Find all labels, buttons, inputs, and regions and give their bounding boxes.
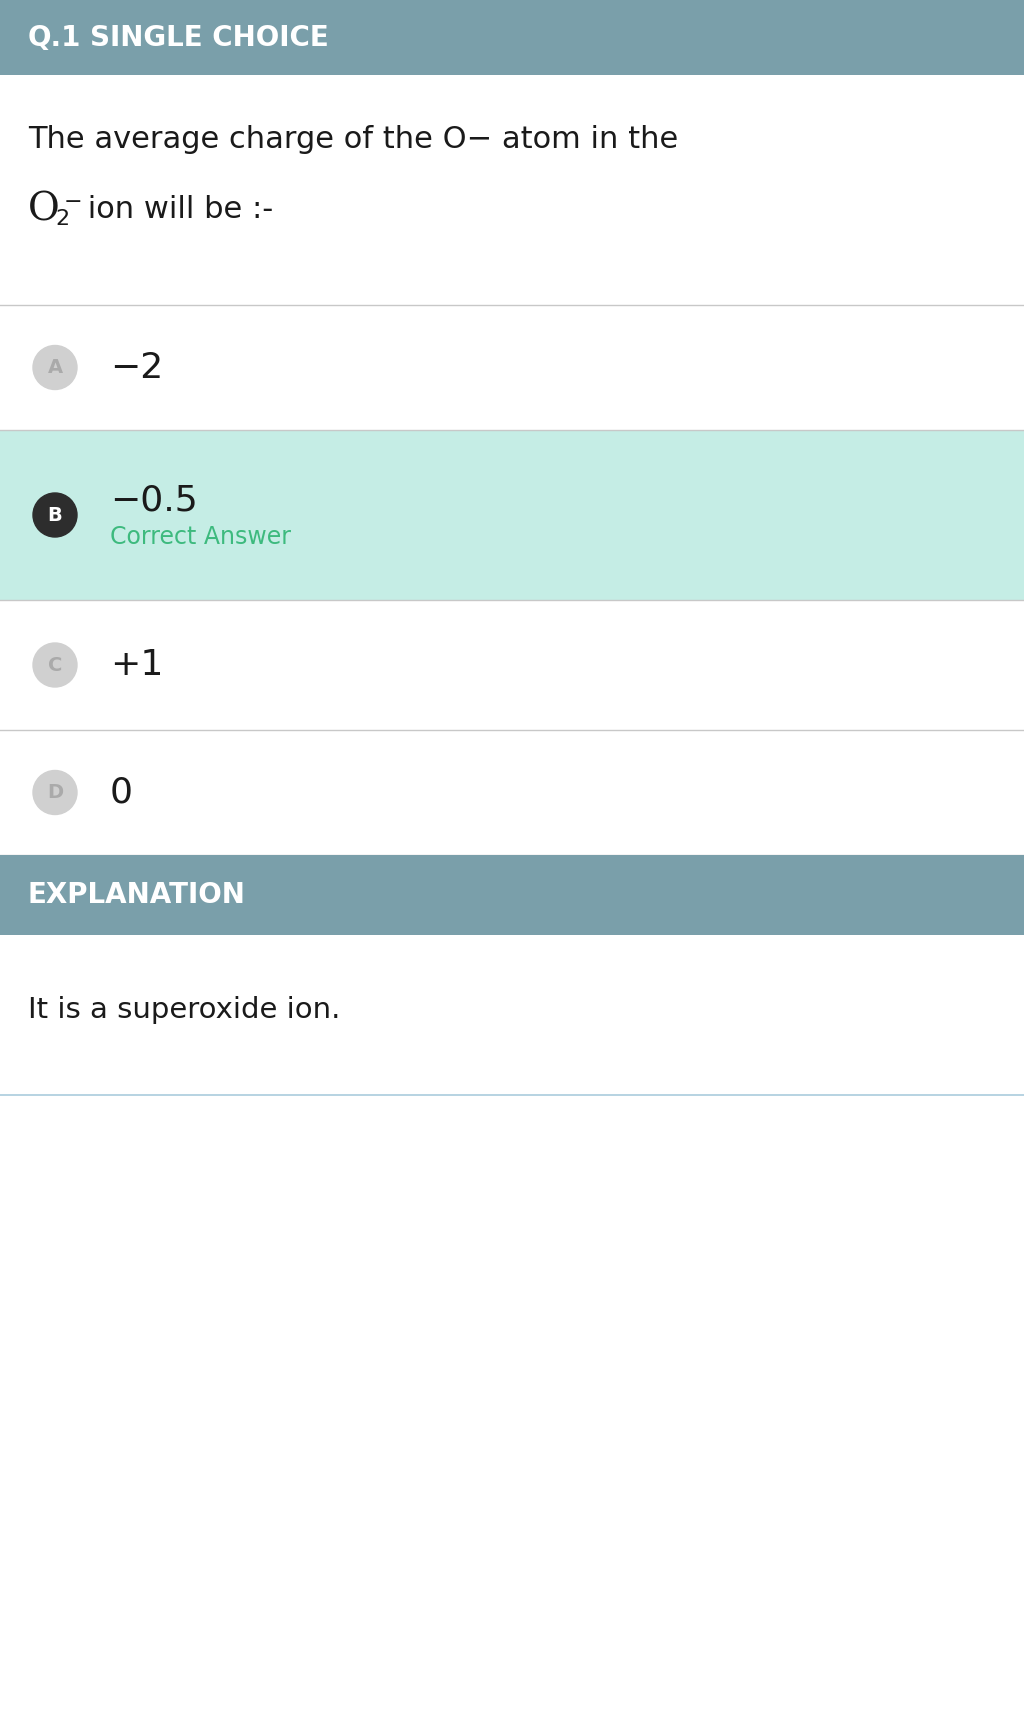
Text: ion will be :-: ion will be :- [78,196,273,224]
Text: EXPLANATION: EXPLANATION [28,881,246,909]
Circle shape [33,345,77,389]
Text: −2: −2 [110,350,163,385]
Text: Q.1: Q.1 [28,24,81,52]
Text: 2: 2 [55,208,70,229]
Text: −0.5: −0.5 [110,482,198,517]
Text: SINGLE CHOICE: SINGLE CHOICE [90,24,329,52]
Circle shape [33,644,77,687]
Text: It is a superoxide ion.: It is a superoxide ion. [28,996,340,1024]
FancyBboxPatch shape [0,430,1024,600]
Text: Correct Answer: Correct Answer [110,526,291,548]
Text: B: B [48,505,62,524]
FancyBboxPatch shape [0,855,1024,935]
Circle shape [33,493,77,538]
Text: D: D [47,782,63,802]
Text: The average charge of the O− atom in the: The average charge of the O− atom in the [28,125,678,154]
Text: A: A [47,357,62,376]
Text: O: O [28,191,59,229]
Text: +1: +1 [110,647,164,682]
FancyBboxPatch shape [0,0,1024,75]
Circle shape [33,770,77,814]
Text: C: C [48,656,62,675]
Text: −: − [63,193,83,212]
Text: 0: 0 [110,776,133,810]
